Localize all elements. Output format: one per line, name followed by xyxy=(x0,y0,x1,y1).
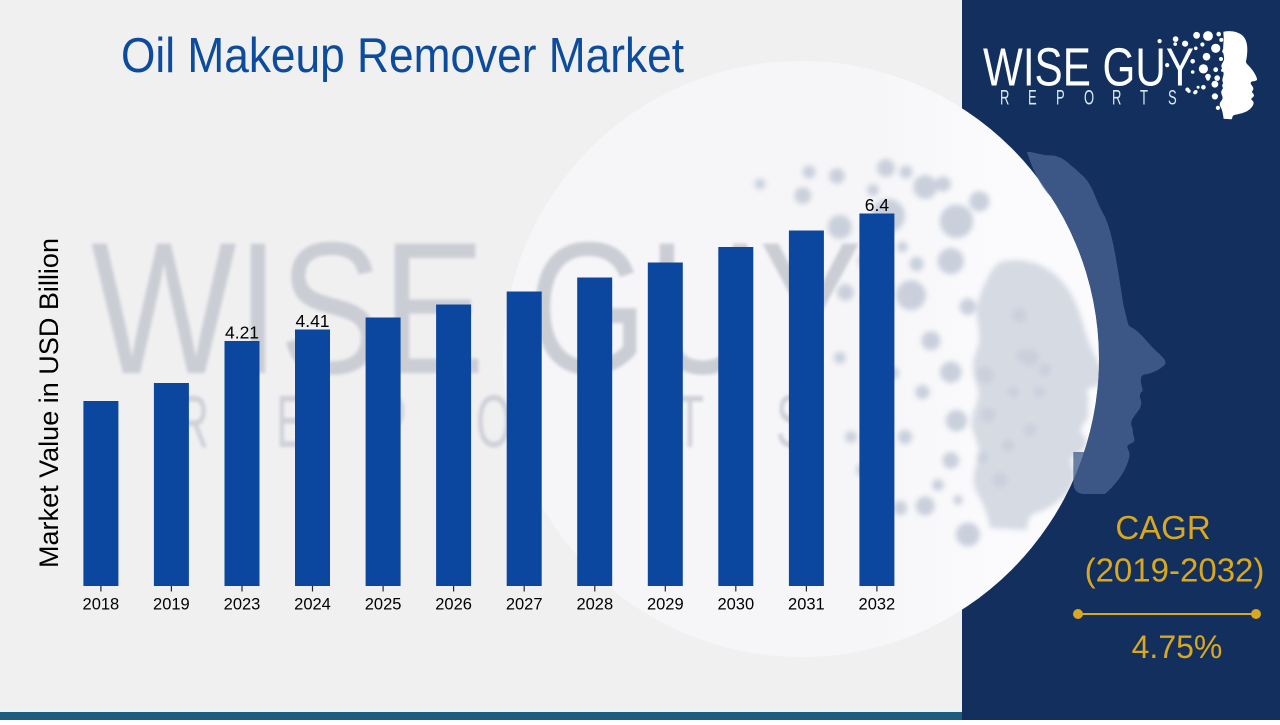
svg-text:2024: 2024 xyxy=(294,596,331,614)
svg-text:(2019-2032): (2019-2032) xyxy=(1085,552,1265,589)
svg-text:2019: 2019 xyxy=(153,596,190,614)
svg-text:2025: 2025 xyxy=(365,596,402,614)
svg-text:Oil Makeup Remover Market: Oil Makeup Remover Market xyxy=(121,29,684,83)
svg-text:2026: 2026 xyxy=(435,596,472,614)
svg-text:2023: 2023 xyxy=(224,596,261,614)
svg-text:4.41: 4.41 xyxy=(295,311,329,331)
svg-text:4.21: 4.21 xyxy=(225,323,259,343)
svg-text:Market Value in USD Billion: Market Value in USD Billion xyxy=(34,238,64,568)
svg-text:2028: 2028 xyxy=(576,596,613,614)
svg-text:4.75%: 4.75% xyxy=(1132,629,1223,665)
svg-text:WISE GUY: WISE GUY xyxy=(983,38,1194,98)
svg-text:2032: 2032 xyxy=(859,596,896,614)
svg-text:2029: 2029 xyxy=(647,596,684,614)
svg-text:2027: 2027 xyxy=(506,596,543,614)
svg-text:REPORTS: REPORTS xyxy=(176,381,807,464)
svg-text:6.4: 6.4 xyxy=(865,195,890,215)
svg-text:REPORTS: REPORTS xyxy=(1000,85,1177,109)
svg-text:2030: 2030 xyxy=(717,596,754,614)
svg-text:2031: 2031 xyxy=(788,596,825,614)
svg-text:2018: 2018 xyxy=(83,596,120,614)
svg-text:CAGR: CAGR xyxy=(1115,509,1210,546)
